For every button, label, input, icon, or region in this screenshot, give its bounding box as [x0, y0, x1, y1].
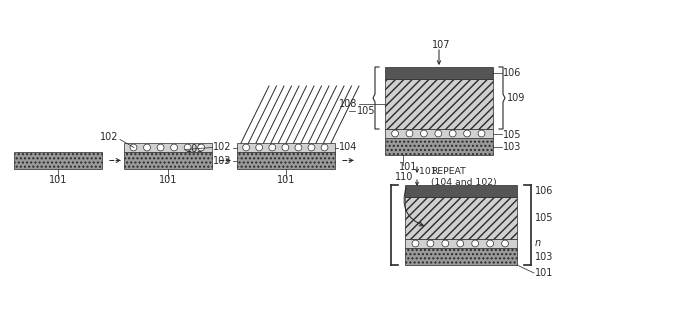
Text: 105: 105: [535, 213, 554, 223]
Bar: [385, 67, 493, 79]
Bar: [385, 79, 493, 129]
Text: 103: 103: [503, 141, 521, 152]
Bar: [237, 152, 335, 169]
Circle shape: [157, 144, 164, 151]
Text: (104 and 102): (104 and 102): [431, 178, 497, 188]
Text: 110: 110: [395, 172, 414, 182]
Circle shape: [449, 130, 456, 137]
Bar: [14, 152, 102, 169]
Circle shape: [243, 144, 250, 151]
Text: 103: 103: [213, 155, 231, 166]
Circle shape: [295, 144, 302, 151]
Bar: [237, 143, 335, 152]
Circle shape: [427, 240, 434, 247]
Bar: [405, 197, 517, 239]
Text: 101: 101: [159, 175, 177, 185]
Bar: [405, 248, 517, 265]
Circle shape: [406, 130, 413, 137]
Text: 105: 105: [357, 106, 375, 115]
Circle shape: [308, 144, 315, 151]
Text: 106: 106: [535, 186, 554, 196]
Text: 101: 101: [419, 167, 436, 175]
Bar: [385, 129, 493, 138]
Circle shape: [478, 130, 485, 137]
Circle shape: [486, 240, 493, 247]
Text: REPEAT: REPEAT: [431, 167, 466, 175]
Text: 105: 105: [503, 131, 521, 140]
Text: 101: 101: [399, 162, 417, 172]
Circle shape: [198, 144, 204, 151]
Text: 104: 104: [339, 142, 357, 153]
Circle shape: [442, 240, 449, 247]
Circle shape: [185, 144, 191, 151]
Text: 109: 109: [507, 93, 525, 103]
Circle shape: [421, 130, 427, 137]
Text: 106: 106: [503, 68, 521, 78]
Text: 107: 107: [431, 40, 450, 50]
Circle shape: [143, 144, 150, 151]
Bar: [385, 138, 493, 155]
Text: 101: 101: [277, 175, 295, 185]
Text: 103: 103: [186, 145, 204, 154]
Circle shape: [464, 130, 471, 137]
Bar: [405, 239, 517, 248]
Circle shape: [256, 144, 263, 151]
Circle shape: [412, 240, 419, 247]
Circle shape: [269, 144, 276, 151]
Bar: [405, 185, 517, 197]
Text: 103: 103: [535, 252, 554, 261]
Circle shape: [501, 240, 508, 247]
Circle shape: [282, 144, 289, 151]
Text: 108: 108: [339, 99, 357, 109]
Circle shape: [321, 144, 328, 151]
Circle shape: [392, 130, 399, 137]
Text: 102: 102: [99, 133, 118, 142]
Circle shape: [435, 130, 442, 137]
Text: 102: 102: [213, 142, 231, 153]
Circle shape: [472, 240, 479, 247]
Text: n: n: [535, 238, 541, 249]
Bar: [124, 152, 212, 169]
Circle shape: [457, 240, 464, 247]
Bar: [124, 143, 212, 152]
Circle shape: [130, 144, 137, 151]
Circle shape: [171, 144, 178, 151]
Text: 101: 101: [49, 175, 67, 185]
Text: 101: 101: [535, 268, 554, 278]
